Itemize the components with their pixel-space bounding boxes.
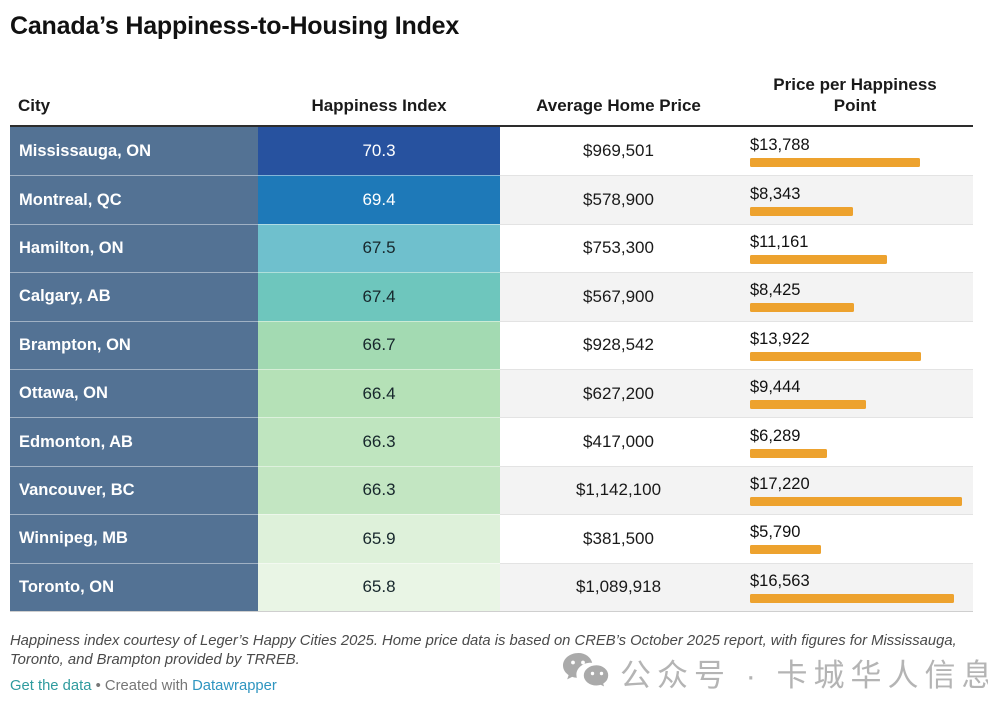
table-row: Edmonton, AB 66.3 $417,000 $6,289 xyxy=(10,417,973,466)
price-per-point-cell: $13,788 xyxy=(737,127,973,176)
city-cell: Mississauga, ON xyxy=(10,127,258,176)
home-price-cell: $928,542 xyxy=(500,320,737,369)
happiness-cell: 69.4 xyxy=(258,175,500,224)
price-bar-track xyxy=(750,496,962,506)
price-per-point-cell: $8,425 xyxy=(737,272,973,321)
price-per-point-value: $6,289 xyxy=(750,426,801,445)
table-row: Vancouver, BC 66.3 $1,142,100 $17,220 xyxy=(10,465,973,515)
page-title: Canada’s Happiness-to-Housing Index xyxy=(10,12,460,40)
price-per-point-value: $16,563 xyxy=(750,571,810,590)
column-header-price-per-point: Price per Happiness Point xyxy=(773,74,937,115)
price-bar-track xyxy=(750,351,962,361)
city-cell: Hamilton, ON xyxy=(10,223,258,273)
home-price-cell: $417,000 xyxy=(500,417,737,466)
price-bar xyxy=(750,303,854,313)
get-the-data-link[interactable]: Get the data xyxy=(10,677,92,694)
city-cell: Vancouver, BC xyxy=(10,465,258,515)
home-price-cell: $1,089,918 xyxy=(500,562,737,611)
price-per-point-cell: $11,161 xyxy=(737,223,973,273)
happiness-cell: 66.4 xyxy=(258,368,500,418)
footer-separator: • xyxy=(95,677,101,694)
price-per-point-cell: $16,563 xyxy=(737,562,973,611)
city-cell: Montreal, QC xyxy=(10,175,258,224)
datawrapper-table-page: Canada’s Happiness-to-Housing Index City… xyxy=(10,12,973,694)
price-bar xyxy=(750,593,954,603)
price-per-point-cell: $6,289 xyxy=(737,417,973,466)
city-cell: Winnipeg, MB xyxy=(10,514,258,563)
price-bar xyxy=(750,400,867,410)
happiness-cell: 65.8 xyxy=(258,562,500,611)
table-row: Winnipeg, MB 65.9 $381,500 $5,790 xyxy=(10,514,973,563)
price-per-point-cell: $8,343 xyxy=(737,175,973,224)
home-price-cell: $1,142,100 xyxy=(500,465,737,515)
price-bar-track xyxy=(750,206,962,216)
price-bar-track xyxy=(750,254,962,264)
price-per-point-value: $13,922 xyxy=(750,329,810,348)
price-per-point-value: $13,788 xyxy=(750,135,810,154)
city-cell: Ottawa, ON xyxy=(10,368,258,418)
happiness-cell: 67.5 xyxy=(258,223,500,273)
price-bar-track xyxy=(750,593,962,603)
price-per-point-cell: $5,790 xyxy=(737,514,973,563)
table-row: Mississauga, ON 70.3 $969,501 $13,788 xyxy=(10,127,973,176)
price-bar xyxy=(750,157,920,167)
created-with-label: Created with xyxy=(104,677,188,694)
price-bar xyxy=(750,254,888,264)
price-bar-track xyxy=(750,157,962,167)
happiness-cell: 67.4 xyxy=(258,272,500,321)
home-price-cell: $627,200 xyxy=(500,368,737,418)
price-bar xyxy=(750,206,853,216)
table-row: Calgary, AB 67.4 $567,900 $8,425 xyxy=(10,272,973,321)
home-price-cell: $753,300 xyxy=(500,223,737,273)
price-bar xyxy=(750,351,922,361)
datawrapper-link[interactable]: Datawrapper xyxy=(192,677,277,694)
price-per-point-value: $17,220 xyxy=(750,474,810,493)
happiness-cell: 66.7 xyxy=(258,320,500,369)
price-per-point-value: $9,444 xyxy=(750,378,801,397)
column-header-city: City xyxy=(18,95,51,115)
home-price-cell: $567,900 xyxy=(500,272,737,321)
happiness-housing-table: City Happiness Index Average Home Price … xyxy=(10,45,973,612)
price-bar-track xyxy=(750,400,962,410)
home-price-cell: $969,501 xyxy=(500,127,737,176)
city-cell: Brampton, ON xyxy=(10,320,258,369)
price-per-point-cell: $13,922 xyxy=(737,320,973,369)
column-header-home-price: Average Home Price xyxy=(536,95,701,115)
city-cell: Calgary, AB xyxy=(10,272,258,321)
price-bar xyxy=(750,545,822,555)
price-per-point-value: $5,790 xyxy=(750,523,801,542)
table-row: Toronto, ON 65.8 $1,089,918 $16,563 xyxy=(10,562,973,611)
home-price-cell: $381,500 xyxy=(500,514,737,563)
table-row: Ottawa, ON 66.4 $627,200 $9,444 xyxy=(10,368,973,418)
table-row: Hamilton, ON 67.5 $753,300 $11,161 xyxy=(10,223,973,273)
table-body: Mississauga, ON 70.3 $969,501 $13,788 Mo… xyxy=(10,127,973,612)
price-per-point-cell: $9,444 xyxy=(737,368,973,418)
happiness-cell: 65.9 xyxy=(258,514,500,563)
price-bar-track xyxy=(750,545,962,555)
table-row: Montreal, QC 69.4 $578,900 $8,343 xyxy=(10,175,973,224)
price-per-point-value: $8,343 xyxy=(750,184,801,203)
price-per-point-value: $11,161 xyxy=(750,232,809,251)
table-header-row: City Happiness Index Average Home Price … xyxy=(10,45,973,127)
table-row: Brampton, ON 66.7 $928,542 $13,922 xyxy=(10,320,973,369)
price-bar xyxy=(750,496,962,506)
price-bar xyxy=(750,448,828,458)
source-notes: Happiness index courtesy of Leger’s Happ… xyxy=(10,632,957,669)
happiness-cell: 66.3 xyxy=(258,465,500,515)
price-per-point-cell: $17,220 xyxy=(737,465,973,515)
price-per-point-value: $8,425 xyxy=(750,281,801,300)
happiness-cell: 70.3 xyxy=(258,127,500,176)
column-header-happiness: Happiness Index xyxy=(311,95,447,115)
happiness-cell: 66.3 xyxy=(258,417,500,466)
price-bar-track xyxy=(750,448,962,458)
city-cell: Toronto, ON xyxy=(10,562,258,611)
city-cell: Edmonton, AB xyxy=(10,417,258,466)
home-price-cell: $578,900 xyxy=(500,175,737,224)
price-bar-track xyxy=(750,303,962,313)
footer-links: Get the data • Created with Datawrapper xyxy=(10,678,973,694)
